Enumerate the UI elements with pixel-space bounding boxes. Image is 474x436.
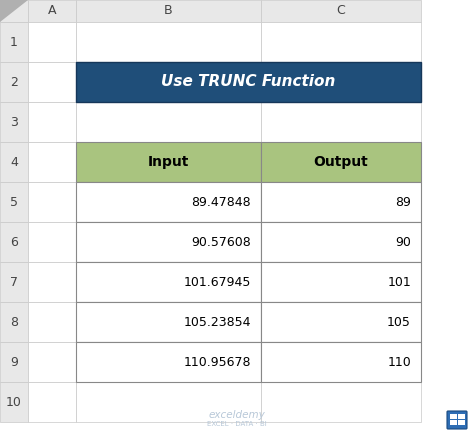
Text: 90.57608: 90.57608 (191, 235, 251, 249)
Bar (28, 382, 76, 422)
Bar (0, 382, 28, 422)
Bar (261, 222, 421, 262)
Text: 105: 105 (387, 316, 411, 328)
Bar (28, 262, 76, 302)
Bar (76, 342, 261, 382)
Text: 7: 7 (10, 276, 18, 289)
Bar (261, 22, 421, 62)
Bar (450, 420, 457, 425)
Text: 3: 3 (10, 116, 18, 129)
Bar (458, 414, 465, 419)
Bar (0, 262, 28, 302)
Text: 89: 89 (395, 195, 411, 208)
Text: 105.23854: 105.23854 (183, 316, 251, 328)
Bar (458, 420, 465, 425)
Bar (28, 102, 76, 142)
Bar (76, 142, 261, 182)
Bar (0, 102, 28, 142)
Bar (261, 182, 421, 222)
Bar (28, 22, 76, 62)
Bar (261, 342, 421, 382)
Bar (28, 142, 76, 182)
Bar (261, 382, 421, 422)
Polygon shape (0, 0, 28, 22)
Bar (0, 182, 28, 222)
Text: Output: Output (314, 155, 368, 169)
Bar (0, 302, 28, 342)
Bar (261, 0, 421, 22)
Bar (0, 342, 28, 382)
FancyBboxPatch shape (447, 411, 467, 429)
Bar (261, 182, 421, 222)
Text: 8: 8 (10, 316, 18, 328)
Bar (261, 342, 421, 382)
Text: A: A (48, 4, 56, 17)
Text: B: B (164, 4, 173, 17)
Text: 110.95678: 110.95678 (183, 355, 251, 368)
Bar (76, 0, 261, 22)
Bar (76, 102, 261, 142)
Bar (76, 222, 261, 262)
Bar (261, 142, 421, 182)
Bar (261, 302, 421, 342)
Bar (76, 302, 261, 342)
Bar (261, 62, 421, 102)
Bar (28, 342, 76, 382)
Text: 9: 9 (10, 355, 18, 368)
Text: EXCEL · DATA · BI: EXCEL · DATA · BI (207, 421, 267, 427)
Text: 6: 6 (10, 235, 18, 249)
Bar (261, 102, 421, 142)
Text: 110: 110 (387, 355, 411, 368)
Bar (76, 342, 261, 382)
Bar (76, 302, 261, 342)
Text: 2: 2 (10, 75, 18, 89)
Bar (0, 222, 28, 262)
Text: 5: 5 (10, 195, 18, 208)
Bar (450, 414, 457, 419)
Bar (76, 22, 261, 62)
Bar (28, 182, 76, 222)
Text: 90: 90 (395, 235, 411, 249)
Text: 10: 10 (6, 395, 22, 409)
Bar (28, 302, 76, 342)
Text: 89.47848: 89.47848 (191, 195, 251, 208)
Bar (76, 262, 261, 302)
Bar (28, 62, 76, 102)
Text: 4: 4 (10, 156, 18, 168)
Bar (76, 382, 261, 422)
Text: C: C (337, 4, 346, 17)
Bar (76, 62, 261, 102)
Bar (261, 302, 421, 342)
Bar (76, 262, 261, 302)
Bar (0, 62, 28, 102)
Bar (0, 142, 28, 182)
Bar (261, 262, 421, 302)
Text: 101.67945: 101.67945 (183, 276, 251, 289)
Bar (76, 182, 261, 222)
Text: exceldemy: exceldemy (209, 410, 265, 420)
Bar (0, 0, 28, 22)
Bar (0, 22, 28, 62)
Bar (76, 142, 261, 182)
Text: Use TRUNC Function: Use TRUNC Function (161, 75, 336, 89)
Bar (28, 222, 76, 262)
Bar (261, 142, 421, 182)
Text: 1: 1 (10, 35, 18, 48)
Bar (76, 222, 261, 262)
Bar (261, 222, 421, 262)
Bar (76, 182, 261, 222)
Bar (28, 0, 76, 22)
Bar (76, 62, 421, 102)
Text: Input: Input (148, 155, 189, 169)
Bar (261, 262, 421, 302)
Text: 101: 101 (387, 276, 411, 289)
